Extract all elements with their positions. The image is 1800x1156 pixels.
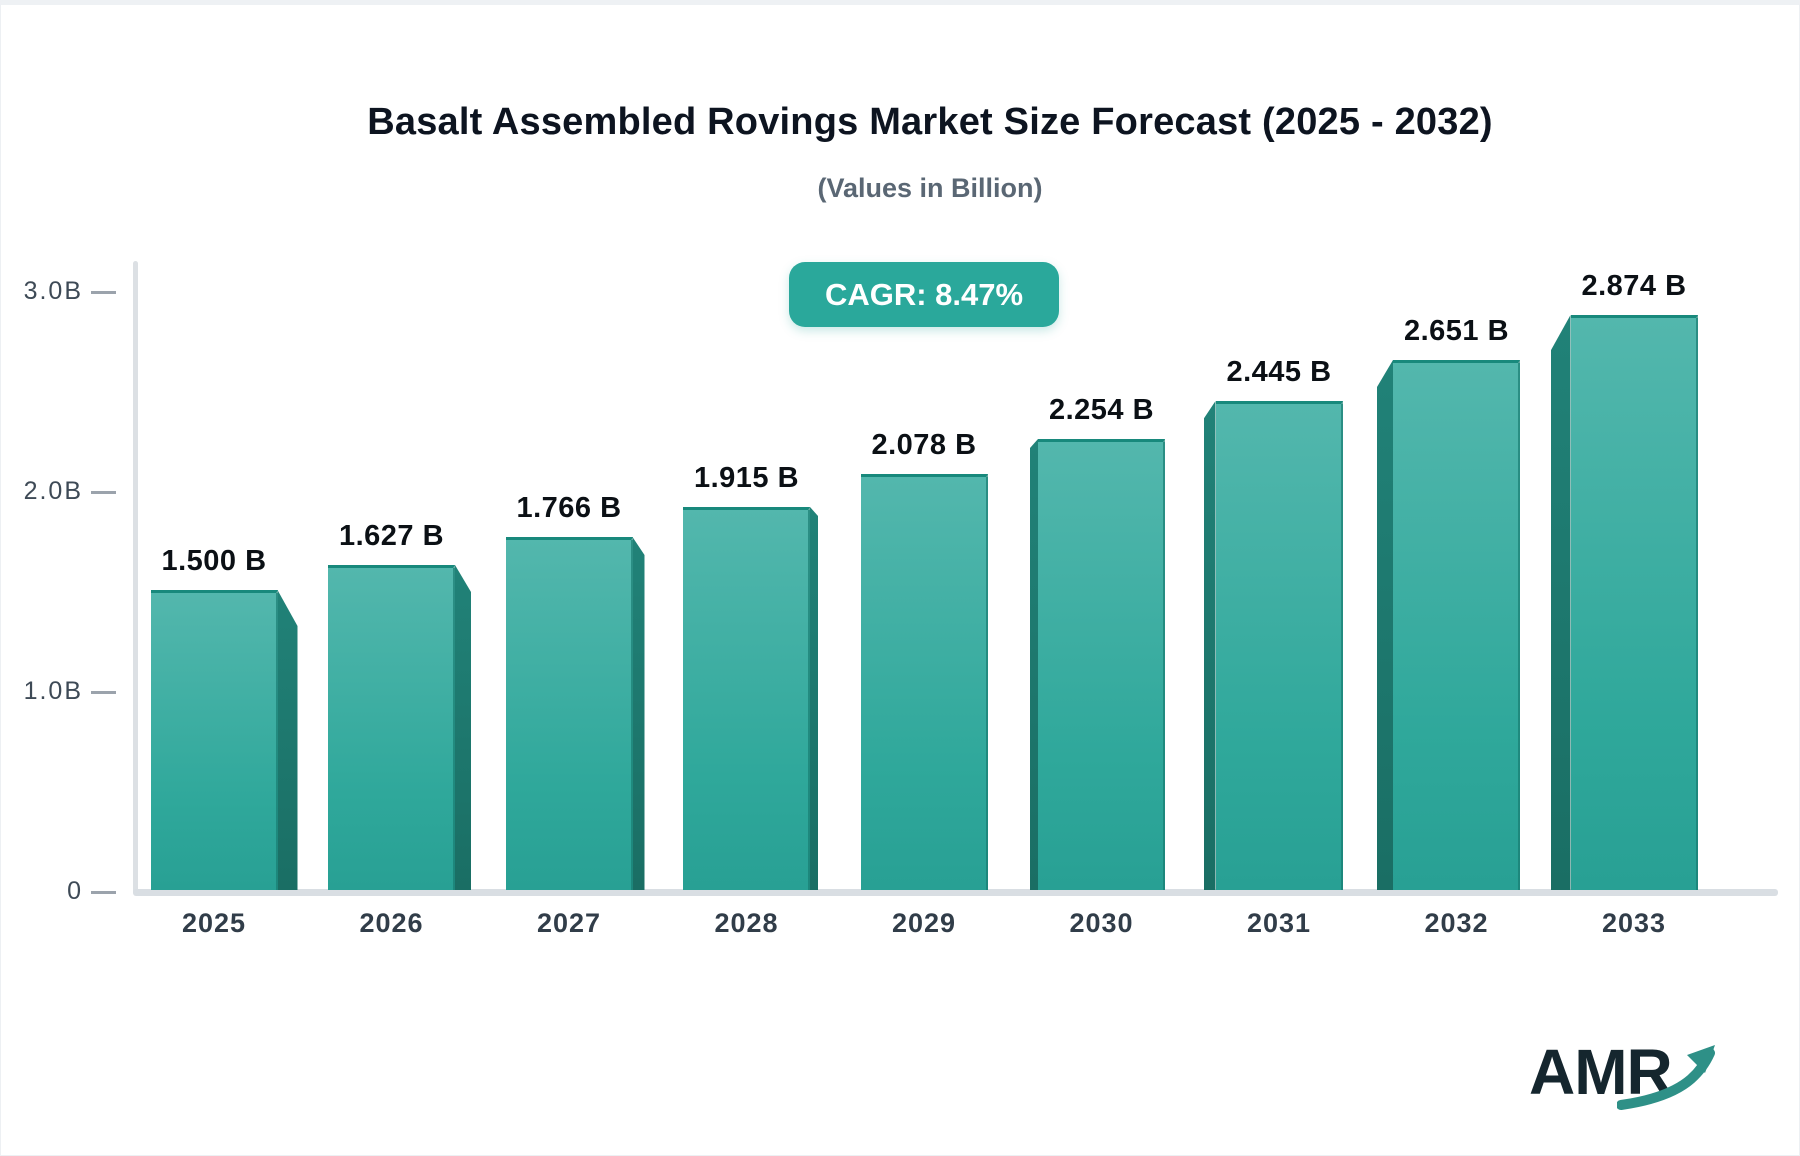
bar-side-2028 xyxy=(810,507,818,890)
y-tick-dash-3.0B xyxy=(91,290,116,294)
cagr-badge-label: CAGR: 8.47% xyxy=(824,276,1024,312)
y-tick-label-2.0B: 2.0B xyxy=(23,477,83,505)
x-axis-label-2027: 2027 xyxy=(536,908,602,938)
bar-2028 xyxy=(683,507,810,890)
bar-value-label-2026: 1.627 B xyxy=(338,520,445,552)
bar-side-2033 xyxy=(1550,315,1571,890)
x-axis-label-2026: 2026 xyxy=(359,908,424,938)
y-tick-dash-2.0B xyxy=(91,490,116,494)
y-axis-line xyxy=(133,261,138,894)
bar-value-label-2027: 1.766 B xyxy=(516,492,622,524)
y-tick-dash-0 xyxy=(91,890,116,894)
bar-value-label-2028: 1.915 B xyxy=(693,462,800,494)
bar-2033 xyxy=(1570,315,1698,890)
chart-title: Basalt Assembled Rovings Market Size For… xyxy=(367,101,1493,143)
y-tick-label-1.0B: 1.0B xyxy=(23,677,83,705)
bar-2027 xyxy=(505,537,633,890)
x-axis-label-2030: 2030 xyxy=(1069,908,1134,938)
chart-subtitle: (Values in Billion) xyxy=(817,173,1043,203)
bar-value-label-2033: 2.874 B xyxy=(1581,270,1687,302)
y-tick-dash-1.0B xyxy=(91,690,116,694)
x-axis-label-2033: 2033 xyxy=(1601,908,1667,938)
bar-side-2030 xyxy=(1030,439,1038,890)
x-axis-label-2028: 2028 xyxy=(714,908,779,938)
bar-value-label-2031: 2.445 B xyxy=(1226,356,1332,388)
bar-2029 xyxy=(860,474,988,890)
growth-arrow-icon xyxy=(1617,1045,1715,1110)
bar-value-label-2030: 2.254 B xyxy=(1048,394,1155,426)
bar-2025 xyxy=(150,590,278,890)
x-axis-label-2029: 2029 xyxy=(891,908,957,938)
x-axis-baseline xyxy=(133,889,1778,896)
bar-side-2032 xyxy=(1377,360,1393,890)
bar-2032 xyxy=(1393,360,1520,890)
bar-side-2027 xyxy=(632,537,645,890)
bar-side-2026 xyxy=(455,565,471,890)
y-tick-label-3.0B: 3.0B xyxy=(23,277,83,305)
bar-2030 xyxy=(1038,439,1165,890)
x-axis-label-2032: 2032 xyxy=(1424,908,1489,938)
cagr-badge: CAGR: 8.47% xyxy=(789,262,1059,327)
bar-value-label-2029: 2.078 B xyxy=(871,429,977,461)
x-axis-label-2031: 2031 xyxy=(1246,908,1312,938)
bar-value-label-2032: 2.651 B xyxy=(1403,315,1510,347)
bar-side-2031 xyxy=(1203,401,1216,890)
bar-2026 xyxy=(328,565,455,890)
bar-value-label-2025: 1.500 B xyxy=(161,545,267,577)
bar-2031 xyxy=(1215,401,1343,890)
y-tick-label-0: 0 xyxy=(67,877,83,905)
amr-logo: AMR xyxy=(1529,1035,1729,1125)
bar-side-2025 xyxy=(277,590,298,890)
x-axis-label-2025: 2025 xyxy=(181,908,247,938)
